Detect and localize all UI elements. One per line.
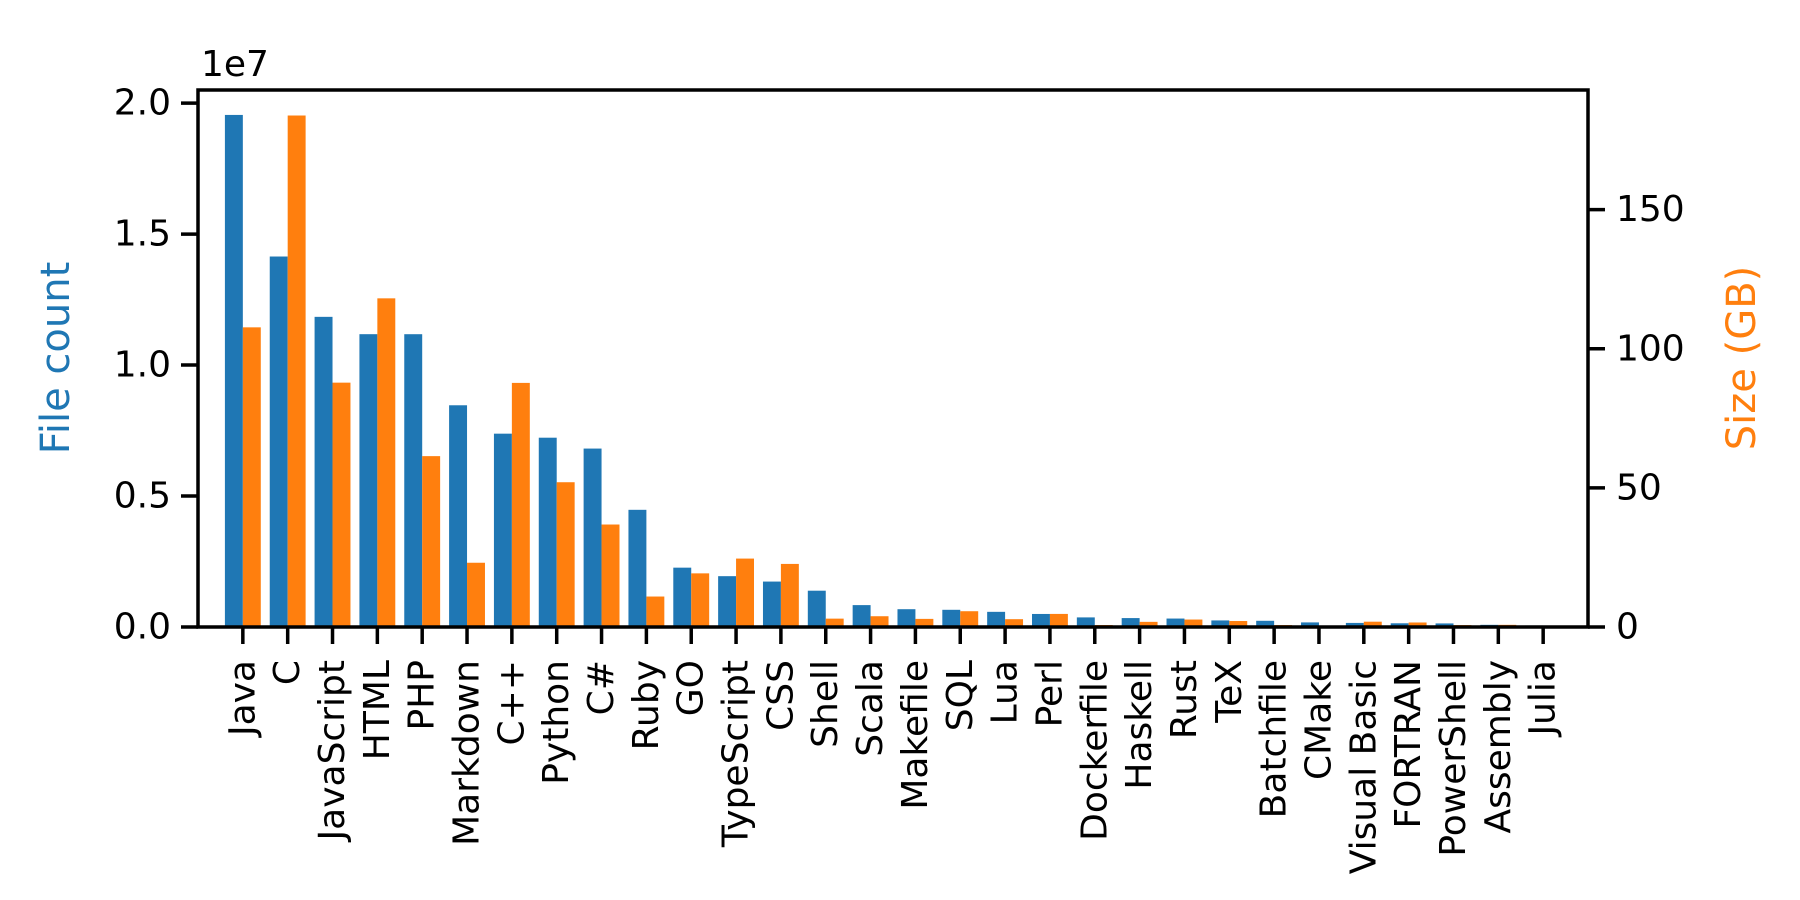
- bars-layer: [224, 114, 1562, 628]
- y-left-tick-label-1.5: 1.5: [114, 214, 171, 255]
- bar-file-count-go: [673, 567, 692, 627]
- x-tick-label-tex: TeX: [1209, 660, 1250, 724]
- bar-file-count-cmake: [1301, 622, 1319, 627]
- x-tick-label-typescript: TypeScript: [716, 660, 757, 848]
- bar-file-count-ruby: [628, 509, 647, 627]
- bar-file-count-markdown: [449, 405, 468, 627]
- x-tick-label-fortran: FORTRAN: [1388, 660, 1429, 829]
- bar-file-count-dockerfile: [1076, 617, 1095, 627]
- x-tick-label-markdown: Markdown: [447, 660, 488, 846]
- bar-file-count-visual-basic: [1345, 622, 1364, 627]
- bar-size-sql: [960, 611, 979, 627]
- bar-size-tex: [1229, 621, 1248, 627]
- bar-file-count-javascript: [314, 316, 333, 627]
- x-tick-label-go: GO: [671, 660, 712, 716]
- bar-size-php: [422, 456, 441, 627]
- x-tick-label-batchfile: Batchfile: [1254, 660, 1295, 818]
- bar-file-count-batchfile: [1256, 620, 1275, 627]
- x-tick-label-assembly: Assembly: [1478, 660, 1519, 834]
- bar-file-count-c: [493, 433, 512, 627]
- y-left-axis-label: File count: [33, 262, 79, 455]
- x-tick-label-c: C#: [581, 660, 622, 715]
- bar-file-count-makefile: [897, 609, 916, 627]
- y-left-tick-label-2.0: 2.0: [114, 83, 171, 124]
- x-tick-label-c: C: [267, 660, 308, 685]
- x-tick-label-python: Python: [536, 660, 577, 785]
- plot-frame: [196, 88, 1590, 629]
- bar-file-count-php: [404, 334, 423, 627]
- bar-file-count-powershell: [1435, 623, 1454, 627]
- bar-file-count-lua: [987, 611, 1006, 627]
- bar-size-typescript: [736, 558, 754, 627]
- bar-file-count-typescript: [718, 576, 737, 627]
- bar-file-count-scala: [852, 605, 871, 627]
- x-tick-label-perl: Perl: [1029, 660, 1070, 727]
- bar-file-count-tex: [1211, 620, 1230, 627]
- y-left-tick-label-0.0: 0.0: [114, 607, 171, 648]
- bar-size-python: [556, 482, 575, 627]
- x-tick-label-cmake: CMake: [1298, 660, 1339, 780]
- bar-file-count-python: [538, 437, 557, 627]
- bar-file-count-html: [359, 334, 378, 627]
- bar-size-java: [242, 327, 261, 627]
- x-tick-label-javascript: JavaScript: [312, 660, 353, 842]
- bar-size-shell: [825, 618, 844, 627]
- bar-file-count-shell: [807, 590, 826, 627]
- bar-file-count-perl: [1032, 613, 1050, 627]
- bar-size-html: [377, 298, 396, 627]
- x-tick-label-visual-basic: Visual Basic: [1343, 660, 1384, 874]
- y-right-axis-label: Size (GB): [1719, 266, 1765, 450]
- bar-size-markdown: [467, 562, 485, 627]
- x-tick-label-haskell: Haskell: [1119, 660, 1160, 790]
- bar-file-count-c: [269, 256, 288, 627]
- axes-layer: Java C JavaScript HTML PHP Markdown C++ Python C…: [114, 83, 1685, 875]
- x-tick-label-scala: Scala: [850, 660, 891, 757]
- bar-size-go: [691, 573, 710, 627]
- x-tick-label-rust: Rust: [1164, 660, 1205, 739]
- bar-file-count-rust: [1166, 618, 1185, 627]
- bar-size-c: [601, 524, 620, 627]
- bar-size-makefile: [915, 618, 934, 627]
- bar-size-fortran: [1408, 622, 1427, 627]
- bar-size-haskell: [1139, 621, 1158, 627]
- y-left-offset-text: 1e7: [201, 44, 269, 85]
- x-tick-label-html: HTML: [357, 660, 398, 760]
- x-tick-label-powershell: PowerShell: [1433, 660, 1474, 857]
- y-right-tick-label-100: 100: [1616, 328, 1685, 369]
- bar-size-scala: [870, 616, 889, 627]
- bar-file-count-c: [583, 448, 602, 627]
- x-tick-label-lua: Lua: [985, 660, 1026, 724]
- x-tick-label-css: CSS: [760, 660, 801, 731]
- bar-file-count-fortran: [1390, 623, 1409, 627]
- x-tick-label-makefile: Makefile: [895, 660, 936, 810]
- bar-size-ruby: [646, 596, 665, 627]
- bar-file-count-haskell: [1121, 618, 1140, 627]
- y-left-tick-label-0.5: 0.5: [114, 476, 171, 517]
- x-tick-label-c: C++: [491, 660, 532, 745]
- bar-size-css: [780, 563, 799, 627]
- y-right-tick-label-150: 150: [1616, 189, 1685, 230]
- y-right-tick-label-0: 0: [1616, 607, 1639, 648]
- y-right-tick-label-50: 50: [1616, 467, 1662, 508]
- x-tick-label-php: PHP: [402, 660, 443, 731]
- x-tick-label-sql: SQL: [940, 660, 981, 731]
- bar-size-c: [287, 115, 306, 627]
- bar-size-perl: [1049, 613, 1068, 627]
- bar-size-lua: [1005, 619, 1024, 627]
- bar-size-c: [511, 382, 530, 627]
- bar-size-rust: [1184, 619, 1203, 627]
- bar-file-count-sql: [942, 609, 961, 627]
- x-tick-label-dockerfile: Dockerfile: [1074, 660, 1115, 841]
- bar-size-visual-basic: [1363, 621, 1382, 627]
- x-tick-label-julia: Julia: [1523, 660, 1564, 738]
- x-tick-label-java: Java: [222, 660, 263, 738]
- y-left-tick-label-1.0: 1.0: [114, 345, 171, 386]
- x-tick-label-shell: Shell: [805, 660, 846, 748]
- bar-file-count-css: [762, 581, 781, 627]
- bar-file-count-java: [224, 114, 243, 628]
- x-tick-label-ruby: Ruby: [626, 660, 667, 750]
- bar-size-javascript: [332, 382, 351, 627]
